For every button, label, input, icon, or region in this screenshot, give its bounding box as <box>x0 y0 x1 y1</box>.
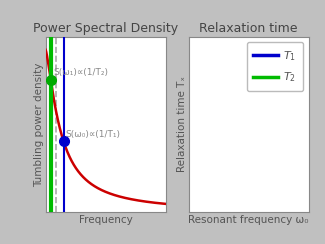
X-axis label: Frequency: Frequency <box>79 215 133 225</box>
Y-axis label: Tumbling power density: Tumbling power density <box>34 62 44 187</box>
X-axis label: Resonant frequency ω₀: Resonant frequency ω₀ <box>188 215 309 225</box>
Text: S(ω₀)∝(1/T₁): S(ω₀)∝(1/T₁) <box>65 130 120 139</box>
Y-axis label: Relaxation time Tₓ: Relaxation time Tₓ <box>177 76 187 173</box>
Title: Power Spectral Density: Power Spectral Density <box>33 22 178 35</box>
Title: Relaxation time: Relaxation time <box>199 22 298 35</box>
Text: S(ω₁)∝(1/T₂): S(ω₁)∝(1/T₂) <box>53 68 108 77</box>
Legend: $T_1$, $T_2$: $T_1$, $T_2$ <box>247 42 303 91</box>
